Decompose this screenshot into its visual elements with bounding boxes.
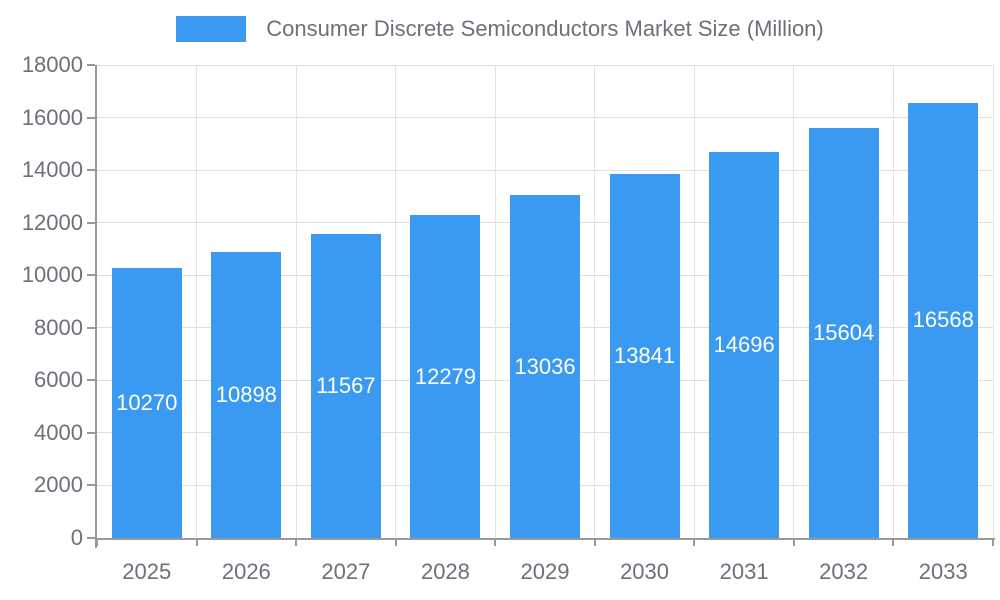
x-axis-line <box>95 538 995 540</box>
y-axis-label: 6000 <box>34 367 83 393</box>
legend-swatch-icon <box>176 16 247 42</box>
bar-value-label: 16568 <box>912 307 974 333</box>
grid-line-v <box>494 65 496 538</box>
bar-2032[interactable]: 15604 <box>808 127 879 538</box>
bar-value-label: 10898 <box>215 381 277 407</box>
y-axis-tick <box>87 537 95 539</box>
bar-value-label: 13036 <box>514 353 576 379</box>
grid-line-v <box>693 65 695 538</box>
bar-2027[interactable]: 11567 <box>310 234 381 538</box>
grid-line-v <box>196 65 198 538</box>
grid-line-h <box>97 169 993 171</box>
x-axis-label: 2032 <box>819 559 869 584</box>
bar-2030[interactable]: 13841 <box>609 174 680 538</box>
y-axis-label: 16000 <box>21 104 83 130</box>
x-axis-tick <box>593 538 596 546</box>
legend: Consumer Discrete Semiconductors Market … <box>0 16 1000 42</box>
x-axis-tick <box>693 538 696 546</box>
y-axis-tick <box>87 484 95 487</box>
y-axis-line <box>95 65 97 548</box>
grid-line-h <box>97 117 993 119</box>
y-axis-label: 10000 <box>21 262 83 288</box>
grid-line-v <box>992 65 994 538</box>
y-axis-label: 18000 <box>21 52 83 77</box>
x-axis-label: 2031 <box>719 559 769 584</box>
x-axis-label: 2027 <box>321 559 371 584</box>
y-axis-tick <box>87 326 95 329</box>
legend-label: Consumer Discrete Semiconductors Market … <box>266 16 824 41</box>
bar-value-label: 12279 <box>414 363 477 389</box>
grid-line-v <box>395 65 397 538</box>
y-axis-tick <box>87 169 95 172</box>
x-axis-tick <box>195 538 198 546</box>
x-axis-label: 2029 <box>520 559 570 584</box>
y-axis-tick <box>87 431 95 434</box>
bar-value-label: 13841 <box>613 343 676 369</box>
y-axis-label: 0 <box>70 525 83 550</box>
bar-value-label: 14696 <box>713 331 775 357</box>
y-axis-label: 2000 <box>34 472 83 498</box>
x-axis-tick <box>394 538 397 546</box>
x-axis-tick <box>295 538 298 546</box>
x-axis-tick <box>96 538 98 546</box>
y-axis-tick <box>87 274 95 277</box>
bar-2028[interactable]: 12279 <box>410 215 481 538</box>
bar-2026[interactable]: 10898 <box>211 251 282 538</box>
x-axis-tick <box>992 538 994 546</box>
y-axis-tick <box>87 64 95 66</box>
x-axis-tick <box>792 538 795 546</box>
x-axis-tick <box>892 538 895 546</box>
y-axis-label: 4000 <box>34 419 83 445</box>
grid-line-v <box>594 65 596 538</box>
bar-2033[interactable]: 16568 <box>908 102 979 538</box>
y-axis-label: 8000 <box>34 314 83 340</box>
grid-line-v <box>793 65 795 538</box>
x-axis-label: 2033 <box>918 559 968 584</box>
y-axis-label: 12000 <box>21 209 83 235</box>
chart-plot-area: 0 2000 4000 6000 8000 10000 12000 14000 16000 180… <box>22 52 995 584</box>
bar-value-label: 11567 <box>316 373 376 398</box>
y-axis-tick <box>87 116 95 119</box>
bar-2025[interactable]: 10270 <box>111 268 182 538</box>
y-axis-tick <box>87 221 95 224</box>
x-axis-label: 2028 <box>420 559 470 584</box>
y-axis-tick <box>87 379 95 382</box>
bar-2031[interactable]: 14696 <box>709 151 780 538</box>
x-axis-label: 2026 <box>221 559 271 584</box>
x-axis-label: 2025 <box>122 559 172 584</box>
legend-item[interactable]: Consumer Discrete Semiconductors Market … <box>176 16 824 42</box>
bar-value-label: 10270 <box>116 390 178 416</box>
y-axis-label: 14000 <box>21 157 83 183</box>
bar-2029[interactable]: 13036 <box>510 195 580 538</box>
x-axis-label: 2030 <box>620 559 670 584</box>
x-axis-tick <box>494 538 497 546</box>
bar-value-label: 15604 <box>813 319 875 345</box>
grid-line-h <box>97 64 993 66</box>
grid-line-v <box>892 65 894 538</box>
grid-line-v <box>295 65 297 538</box>
